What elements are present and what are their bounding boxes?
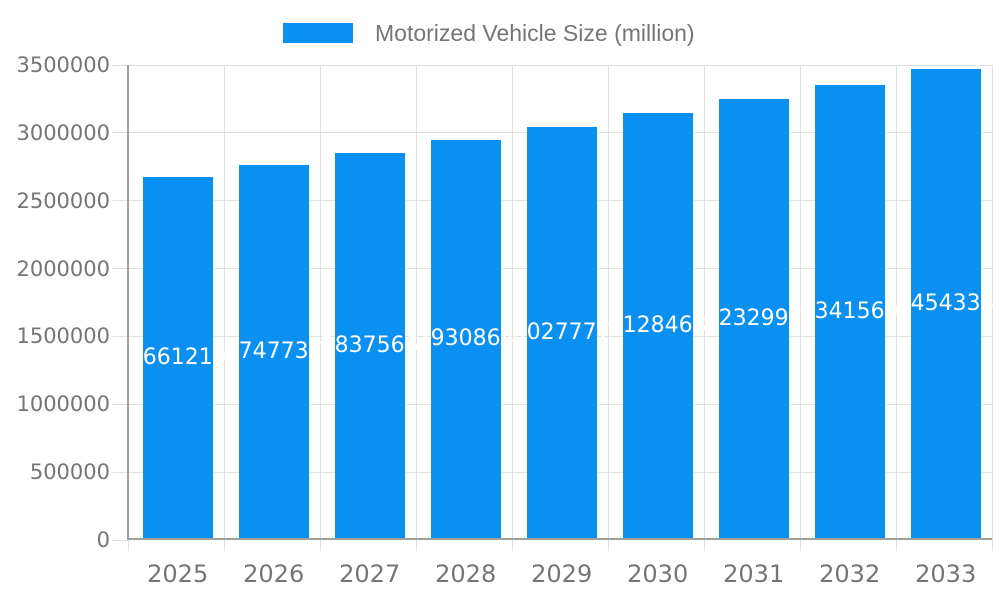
bar-value-label: 3454334 [896,290,995,316]
bar-value-label: 2661219 [128,344,227,370]
bar-2026[interactable] [238,165,309,538]
bar-value-label: 2837566 [320,332,419,358]
bar-2031[interactable] [718,99,789,538]
x-gridline [991,65,993,551]
y-tick-label: 500000 [29,460,110,485]
plot-area: 2661219 2747737 2837566 2930864 3027777 31284… [112,64,995,551]
y-gridline [112,539,128,541]
x-tick-label: 2031 [723,560,785,588]
legend-color-swatch [283,23,353,43]
y-tick-label: 1500000 [16,324,110,349]
bar-2025[interactable] [142,177,213,538]
x-tick-label: 2026 [243,560,305,588]
x-gridline [895,65,897,551]
bar-value-label: 2930864 [416,326,515,351]
bar-value-label: 3232997 [704,305,803,331]
y-gridline [112,64,992,66]
y-tick-label: 3500000 [16,53,110,77]
x-gridline [799,65,801,551]
x-tick-label: 2029 [531,560,593,588]
bar-2029[interactable] [526,127,597,538]
bar-2028[interactable] [430,140,501,538]
x-axis-line [128,538,992,540]
bar-value-label: 2747737 [224,338,323,364]
x-tick-label: 2025 [147,560,209,588]
y-tick-label: 2000000 [16,256,110,281]
x-tick-label: 2027 [339,560,401,588]
x-tick-label: 2033 [915,560,977,588]
legend-series-label: Motorized Vehicle Size (million) [375,19,695,46]
x-gridline [223,65,225,551]
x-gridline [607,65,609,551]
x-tick-label: 2030 [627,560,689,588]
y-tick-label: 0 [96,528,110,552]
bar-value-label: 3341569 [800,298,899,324]
x-tick-label: 2032 [819,560,881,588]
y-tick-label: 2500000 [16,188,110,213]
bar-value-label: 3128468 [608,312,707,338]
chart-legend[interactable]: Motorized Vehicle Size (million) [283,20,695,46]
x-gridline [415,65,417,551]
x-gridline [511,65,513,551]
bar-2027[interactable] [334,153,405,538]
bar-2032[interactable] [814,85,885,538]
bar-value-label: 3027777 [512,319,611,345]
y-axis-line [127,65,129,540]
y-tick-label: 3000000 [16,120,110,145]
bar-2030[interactable] [622,113,693,538]
x-gridline [319,65,321,551]
x-tick-label: 2028 [435,560,497,588]
bar-2033[interactable] [910,69,981,538]
x-gridline [703,65,705,551]
y-tick-label: 1000000 [16,392,110,417]
x-gridline [127,540,129,551]
